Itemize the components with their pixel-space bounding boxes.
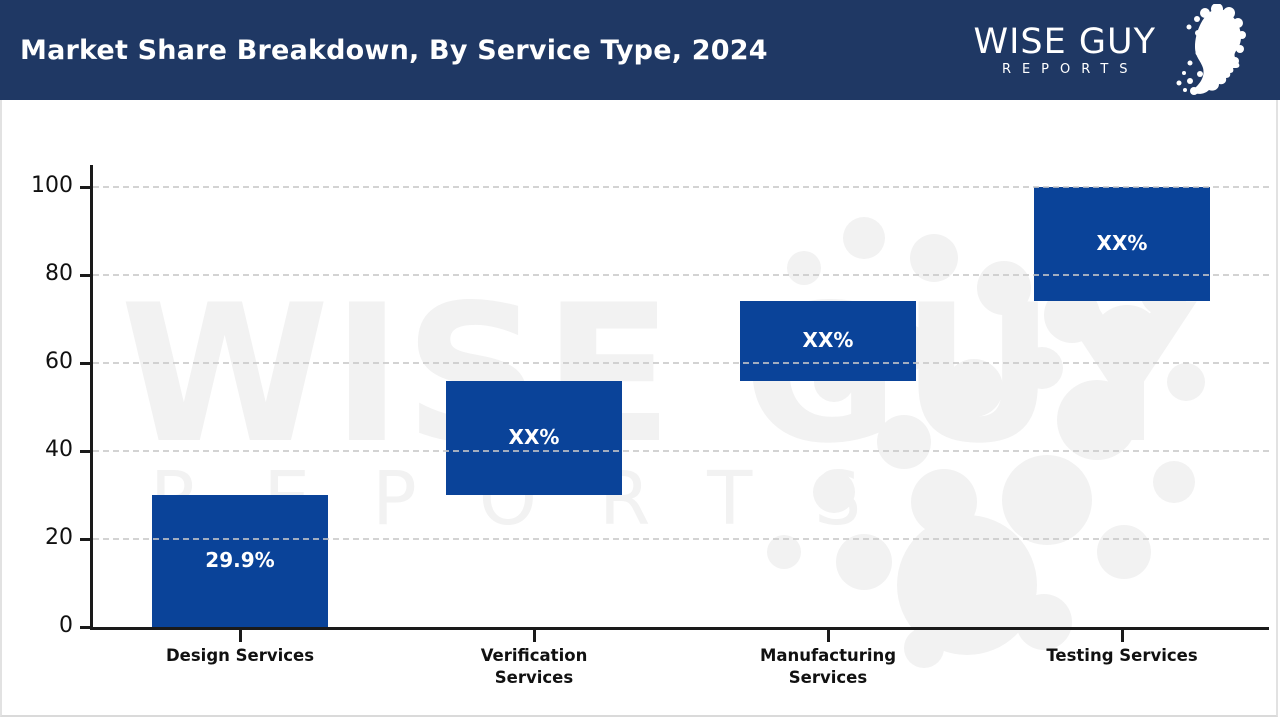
y-tick-mark <box>80 361 90 365</box>
x-tick-mark <box>532 630 536 642</box>
logo-subtitle-text: REPORTS <box>1001 61 1139 77</box>
y-tick-label: 20 <box>45 525 73 550</box>
page-title: Market Share Breakdown, By Service Type,… <box>20 34 768 66</box>
logo-wordmark: WISE GUY REPORTS <box>973 21 1156 77</box>
y-tick-mark <box>80 273 90 277</box>
gridline-80 <box>93 274 1269 276</box>
y-tick-label: 0 <box>59 613 73 638</box>
y-tick-mark <box>80 449 90 453</box>
dotted-head-icon <box>1176 4 1246 95</box>
bar-design-services <box>152 495 328 627</box>
y-tick-label: 40 <box>45 437 73 462</box>
header-bar: Market Share Breakdown, By Service Type,… <box>0 0 1280 100</box>
y-tick-label: 80 <box>45 261 73 286</box>
chart-panel: WISE GUY REPORTS 0 20 40 60 80 100 29.9% Design… <box>0 100 1278 717</box>
x-tick-label: Testing Services <box>1046 646 1198 665</box>
gridline-20 <box>93 538 1269 540</box>
y-tick-label: 100 <box>31 173 73 198</box>
gridline-100 <box>93 186 1269 188</box>
plot-area: 0 20 40 60 80 100 29.9% Design Services XX% Verif… <box>31 165 1269 687</box>
x-tick-label: Verification Services <box>480 646 588 687</box>
x-tick-label: Manufacturing Services <box>759 646 897 687</box>
wise-guy-logo: WISE GUY REPORTS <box>973 4 1246 96</box>
bar-value-label: 29.9% <box>205 548 275 573</box>
bar-verification-services <box>446 381 622 496</box>
gridline-60 <box>93 362 1269 364</box>
logo-title-text: WISE GUY <box>973 21 1156 62</box>
bar-value-label: XX% <box>802 328 854 352</box>
y-tick-mark <box>80 185 90 189</box>
y-tick-label: 60 <box>45 349 73 374</box>
y-tick-mark <box>80 625 90 629</box>
x-tick-mark <box>1120 630 1124 642</box>
bar-value-label: XX% <box>1096 230 1148 255</box>
bar-value-label: XX% <box>508 425 560 450</box>
y-tick-mark <box>80 537 90 541</box>
gridline-40 <box>93 450 1269 452</box>
x-tick-mark <box>238 630 242 642</box>
x-tick-mark <box>826 630 830 642</box>
x-tick-label: Design Services <box>165 646 315 665</box>
